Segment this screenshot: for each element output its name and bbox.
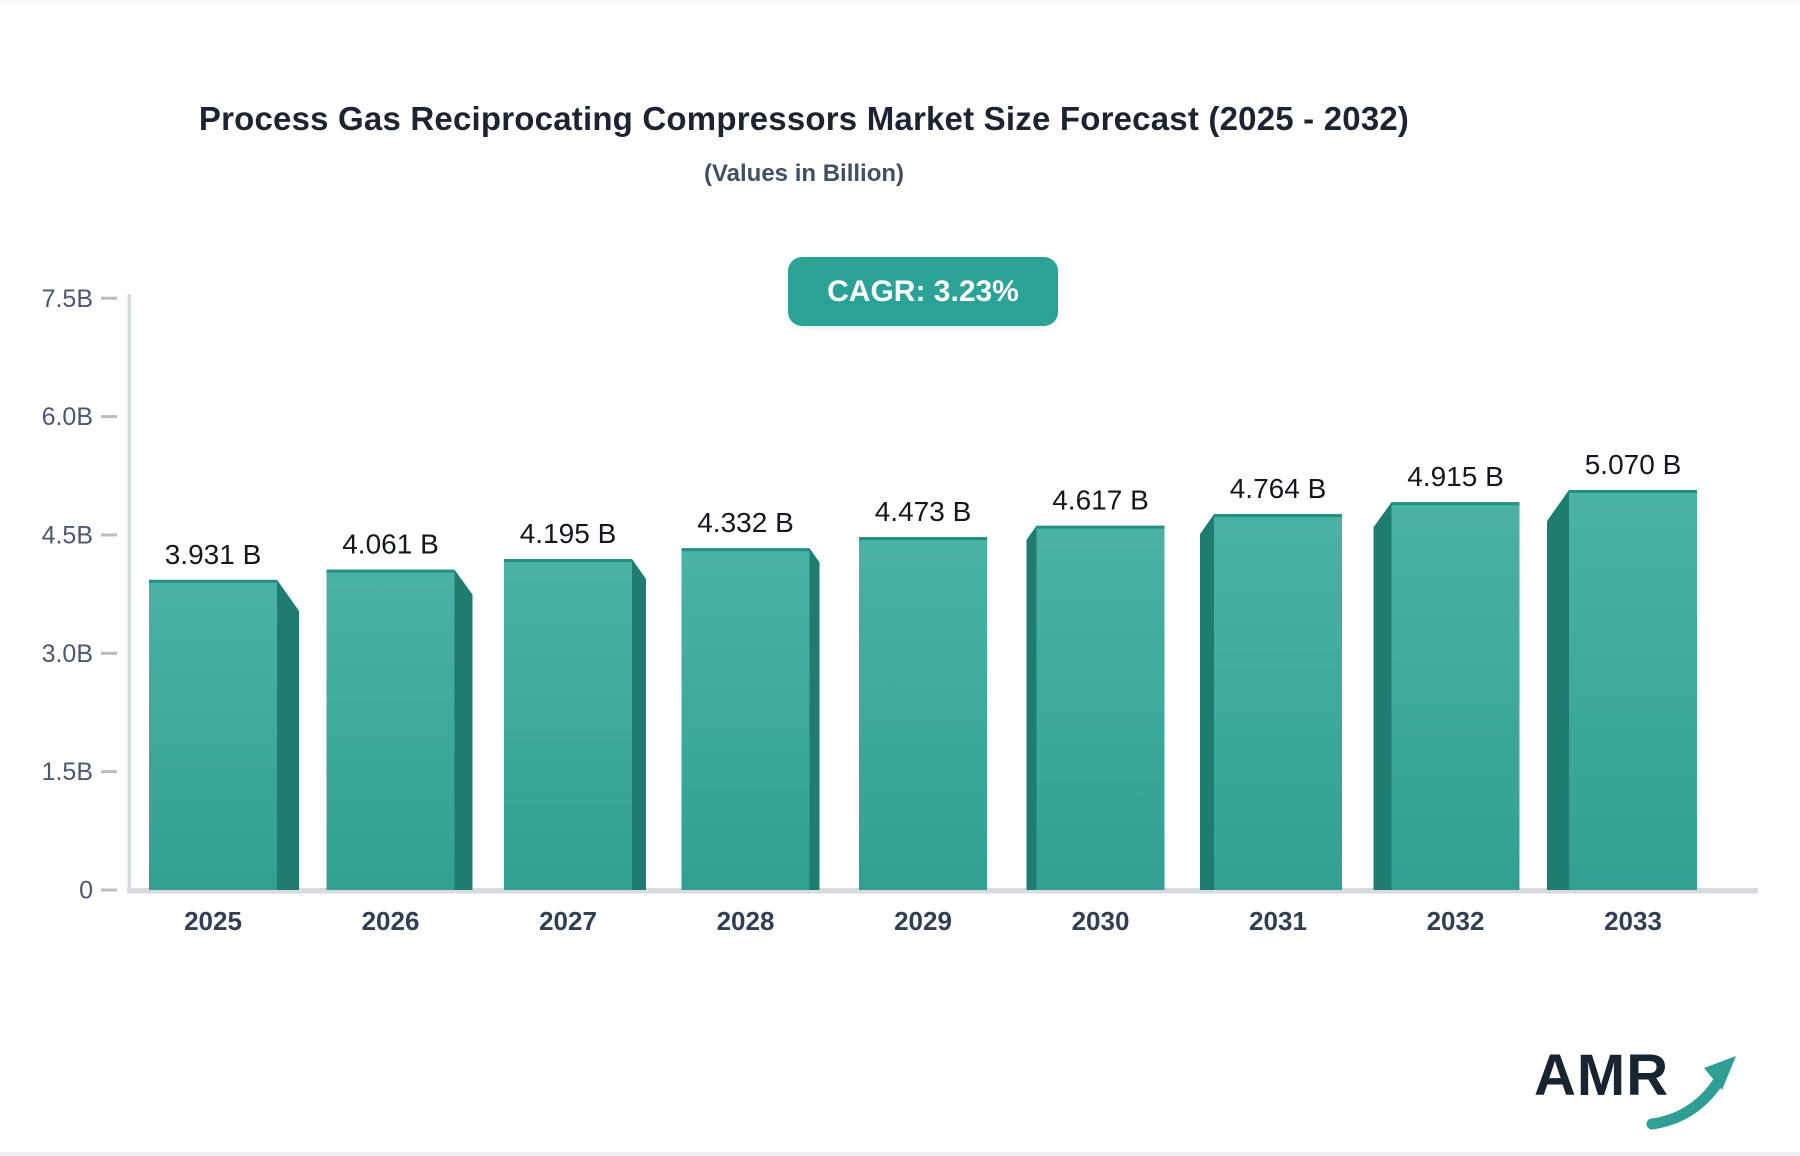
bar-2025[interactable] [149, 579, 299, 890]
amr-logo: AMR [1528, 1036, 1748, 1136]
x-axis-label: 2032 [1427, 906, 1485, 936]
logo-growth-arrow-icon [1646, 1056, 1736, 1130]
bar-top-edge [1036, 525, 1165, 529]
bar-top-edge [326, 569, 455, 573]
amr-logo-text: AMR [1534, 1043, 1670, 1108]
bar-value-label: 3.931 B [165, 539, 262, 570]
bar-front-face [1391, 502, 1520, 890]
bar-2032[interactable] [1373, 502, 1520, 890]
bar-2031[interactable] [1200, 514, 1342, 890]
chart-subtitle: (Values in Billion) [703, 160, 905, 187]
bar-value-label: 4.195 B [520, 518, 617, 549]
bar-value-label: 4.332 B [697, 507, 794, 538]
cagr-badge-label: CAGR: 3.23% [827, 274, 1019, 308]
bar-front-face [1214, 514, 1342, 890]
y-axis-tick-label: 3.0B [42, 640, 93, 668]
bar-2033[interactable] [1547, 489, 1697, 890]
bar-2030[interactable] [1026, 525, 1165, 890]
y-axis-tick-mark [101, 770, 117, 774]
bars [149, 489, 1697, 890]
x-axis-label: 2026 [362, 906, 420, 936]
bar-side-face [809, 548, 820, 890]
x-axis-label: 2027 [539, 906, 597, 936]
bar-side-face [1373, 502, 1392, 890]
bar-top-edge [859, 537, 987, 541]
market-size-bar-chart: 7.5B 6.0B 4.5B 3.0B 1.5B 0 3.931 B 2025 4.061 B… [42, 285, 1758, 936]
bar-value-label: 4.915 B [1407, 461, 1504, 492]
bar-value-label: 5.070 B [1585, 449, 1682, 480]
bar-front-face [859, 537, 987, 890]
y-axis-tick-mark [101, 651, 117, 655]
bar-top-edge [1569, 489, 1697, 493]
bar-top-edge [1214, 514, 1342, 518]
bar-2027[interactable] [504, 559, 646, 890]
y-axis-line [127, 294, 131, 893]
bar-side-face [277, 579, 299, 890]
bar-top-edge [1391, 502, 1520, 506]
bar-front-face [681, 548, 810, 890]
bar-front-face [1569, 489, 1697, 890]
bar-side-face [1200, 514, 1214, 890]
bar-top-edge [681, 548, 810, 552]
bar-side-face [454, 569, 473, 890]
x-axis-label: 2028 [717, 906, 775, 936]
x-axis-label: 2030 [1072, 906, 1130, 936]
bar-front-face [504, 559, 632, 890]
y-axis-tick-mark [101, 415, 117, 419]
y-axis-tick-label: 4.5B [42, 521, 93, 549]
y-axis-tick-label: 1.5B [42, 758, 93, 786]
x-axis-label: 2025 [184, 906, 242, 936]
bar-2026[interactable] [326, 569, 473, 890]
bar-value-label: 4.061 B [342, 529, 439, 560]
bar-value-label: 4.473 B [875, 496, 972, 527]
x-axis-label: 2033 [1604, 906, 1662, 936]
y-axis-tick-mark [101, 888, 117, 892]
bar-side-face [1026, 525, 1037, 890]
bar-front-face [149, 579, 277, 890]
bar-labels: 3.931 B 2025 4.061 B 2026 4.195 B 2027 4.332 B… [165, 449, 1682, 936]
chart-title: Process Gas Reciprocating Compressors Ma… [198, 100, 1410, 137]
bar-side-face [632, 559, 646, 890]
y-axis-tick-label: 6.0B [42, 403, 93, 431]
bar-value-label: 4.617 B [1052, 485, 1149, 516]
y-axis-tick-label: 0 [79, 877, 93, 905]
bar-front-face [326, 569, 455, 890]
bar-top-edge [149, 579, 277, 583]
bar-top-edge [504, 559, 632, 563]
y-axis-tick-label: 7.5B [42, 285, 93, 313]
bar-2028[interactable] [681, 548, 820, 890]
x-axis-label: 2031 [1249, 906, 1307, 936]
y-axis-tick-mark [101, 533, 117, 537]
bar-side-face [1547, 489, 1569, 890]
y-axis-tick-mark [101, 296, 117, 300]
bar-front-face [1036, 525, 1165, 890]
x-axis-line [127, 888, 1758, 894]
chart-header: Process Gas Reciprocating Compressors Ma… [0, 100, 1608, 188]
axes: 7.5B 6.0B 4.5B 3.0B 1.5B 0 [42, 285, 1758, 905]
bar-value-label: 4.764 B [1230, 473, 1327, 504]
cagr-badge: CAGR: 3.23% [788, 257, 1058, 326]
x-axis-label: 2029 [894, 906, 952, 936]
bar-2029[interactable] [859, 537, 987, 890]
